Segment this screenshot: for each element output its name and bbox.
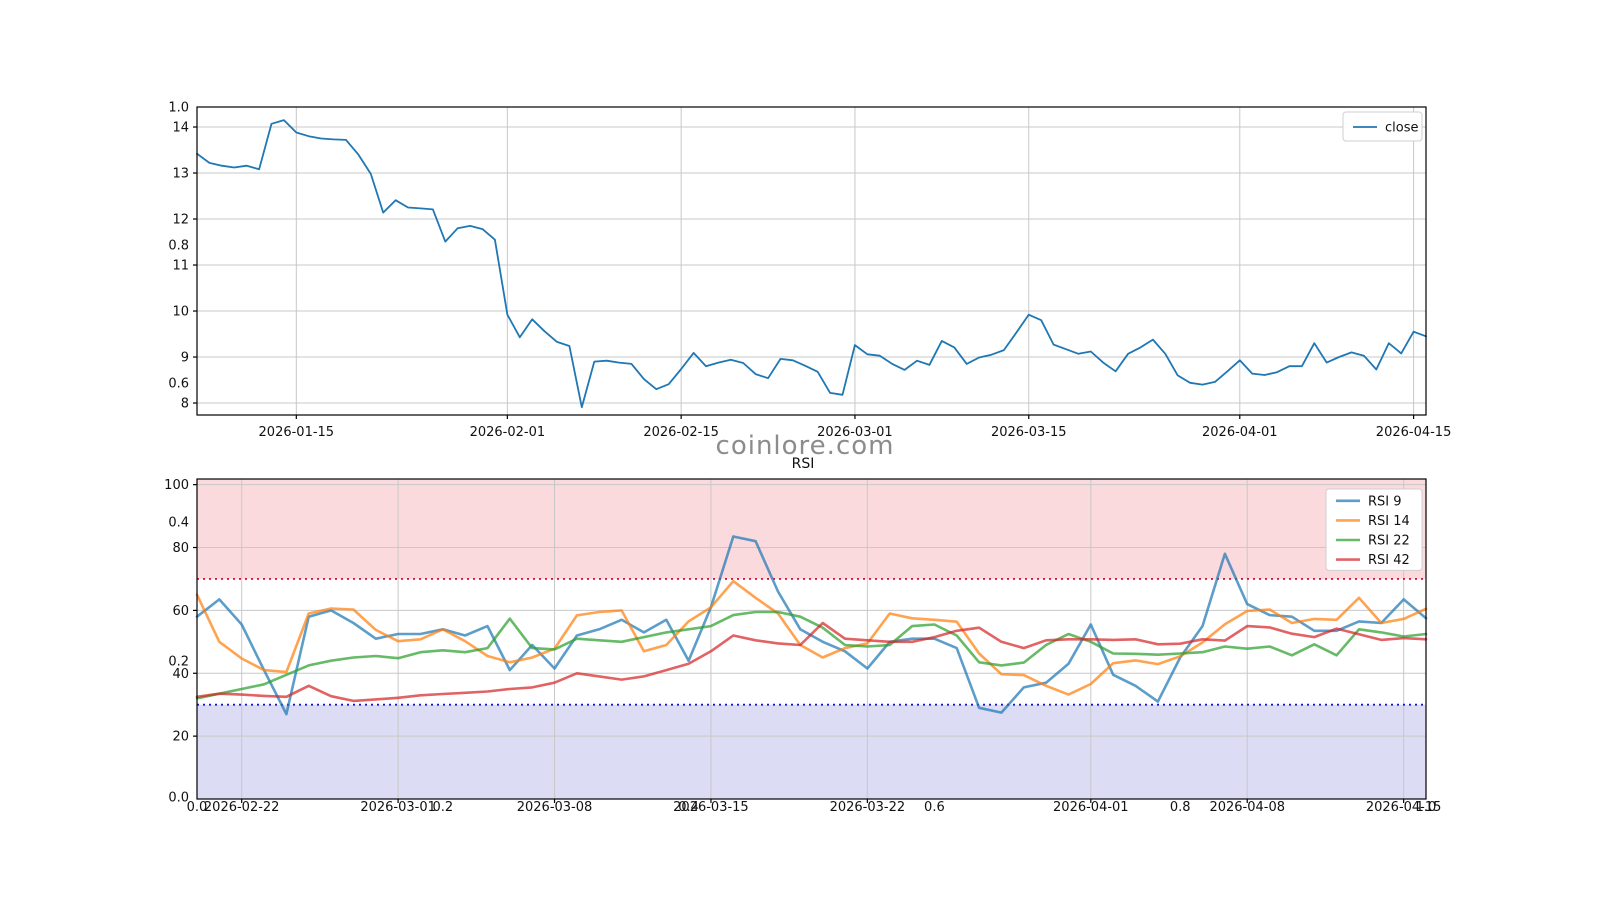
y-tick-label: 80 (172, 541, 189, 556)
x-tick-label: 2026-03-15 (991, 425, 1067, 440)
x-tick-label: 2026-03-01 (360, 800, 436, 815)
rsi-plot: 2026-02-22 2026-03-01 2026-03-08 2026-03-15… (164, 478, 1441, 815)
y-tick-label: 100 (164, 478, 189, 493)
legend-label: RSI 14 (1368, 514, 1410, 529)
twin-x-tick-label: 0.6 (924, 800, 945, 815)
close-line (196, 119, 1427, 409)
price-legend: close (1342, 111, 1423, 142)
watermark: coinlore.com (715, 431, 895, 461)
x-tick-label: 2026-02-15 (643, 425, 719, 440)
twin-y-tick-label: 1.0 (168, 101, 189, 116)
legend-label: RSI 22 (1368, 534, 1410, 549)
legend-box (1325, 488, 1423, 571)
legend-label: RSI 42 (1368, 553, 1410, 568)
twin-x-tick-label: 0.0 (187, 800, 208, 815)
rsi-42-line (195, 621, 1428, 703)
y-tick-label: 14 (172, 121, 189, 136)
y-tick-label: 40 (172, 667, 189, 682)
y-tick-label: 13 (172, 167, 189, 182)
rsi-tick-labels: 2026-02-22 2026-03-01 2026-03-08 2026-03-15… (164, 478, 1441, 815)
oversold-band (197, 704, 1426, 799)
twin-x-tick-label: 0.2 (432, 800, 453, 815)
y-tick-label: 10 (172, 305, 189, 320)
twin-x-tick-label: 0.4 (678, 800, 699, 815)
x-tick-label: 2026-03-15 (673, 800, 749, 815)
twin-x-tick-label: 1.0 (1416, 800, 1437, 815)
x-tick-label: 2026-04-08 (1209, 800, 1285, 815)
y-tick-label: 8 (181, 397, 189, 412)
overbought-band (197, 479, 1426, 579)
rsi-subplot-title: RSI (791, 456, 815, 472)
x-tick-label: 2026-04-15 (1376, 425, 1452, 440)
rsi-22-line (195, 610, 1428, 700)
legend-box (1342, 111, 1423, 142)
twin-y-tick-label: 0.2 (168, 655, 189, 670)
rsi-frame (196, 478, 1427, 800)
x-tick-label: 2026-01-15 (259, 425, 335, 440)
x-tick-label: 2026-03-01 (817, 425, 893, 440)
x-tick-label: 2026-03-22 (830, 800, 906, 815)
rsi-14-line (195, 579, 1428, 696)
x-tick-label: 2026-02-22 (204, 800, 280, 815)
rsi-legend: RSI 9 RSI 14 RSI 22 RSI 42 (1325, 488, 1423, 571)
rsi-grid (197, 479, 1426, 799)
price-plot: 2026-01-15 2026-02-01 2026-02-15 2026-03-01… (168, 101, 1451, 441)
twin-y-tick-label: 0.4 (168, 516, 189, 531)
x-tick-label: 2026-03-08 (517, 800, 593, 815)
y-tick-label: 20 (172, 730, 189, 745)
x-tick-label: 2026-04-01 (1053, 800, 1129, 815)
twin-x-tick-label: 0.8 (1170, 800, 1191, 815)
legend-label: RSI 9 (1368, 494, 1402, 509)
y-tick-label: 9 (181, 351, 189, 366)
y-tick-label: 11 (172, 259, 189, 274)
x-tick-label: 2026-04-01 (1202, 425, 1278, 440)
y-tick-label: 12 (172, 213, 189, 228)
twin-y-tick-label: 0.8 (168, 239, 189, 254)
x-tick-label: 2026-02-01 (470, 425, 546, 440)
twin-y-tick-label: 0.6 (168, 377, 189, 392)
price-grid (197, 107, 1426, 415)
x-tick-label: 2026-04-15 (1366, 800, 1442, 815)
legend-label: close (1385, 121, 1418, 136)
price-tick-labels: 2026-01-15 2026-02-01 2026-02-15 2026-03-01… (168, 101, 1451, 441)
y-tick-label: 60 (172, 604, 189, 619)
twin-y-tick-label: 0.0 (168, 791, 189, 806)
price-frame (196, 106, 1427, 416)
